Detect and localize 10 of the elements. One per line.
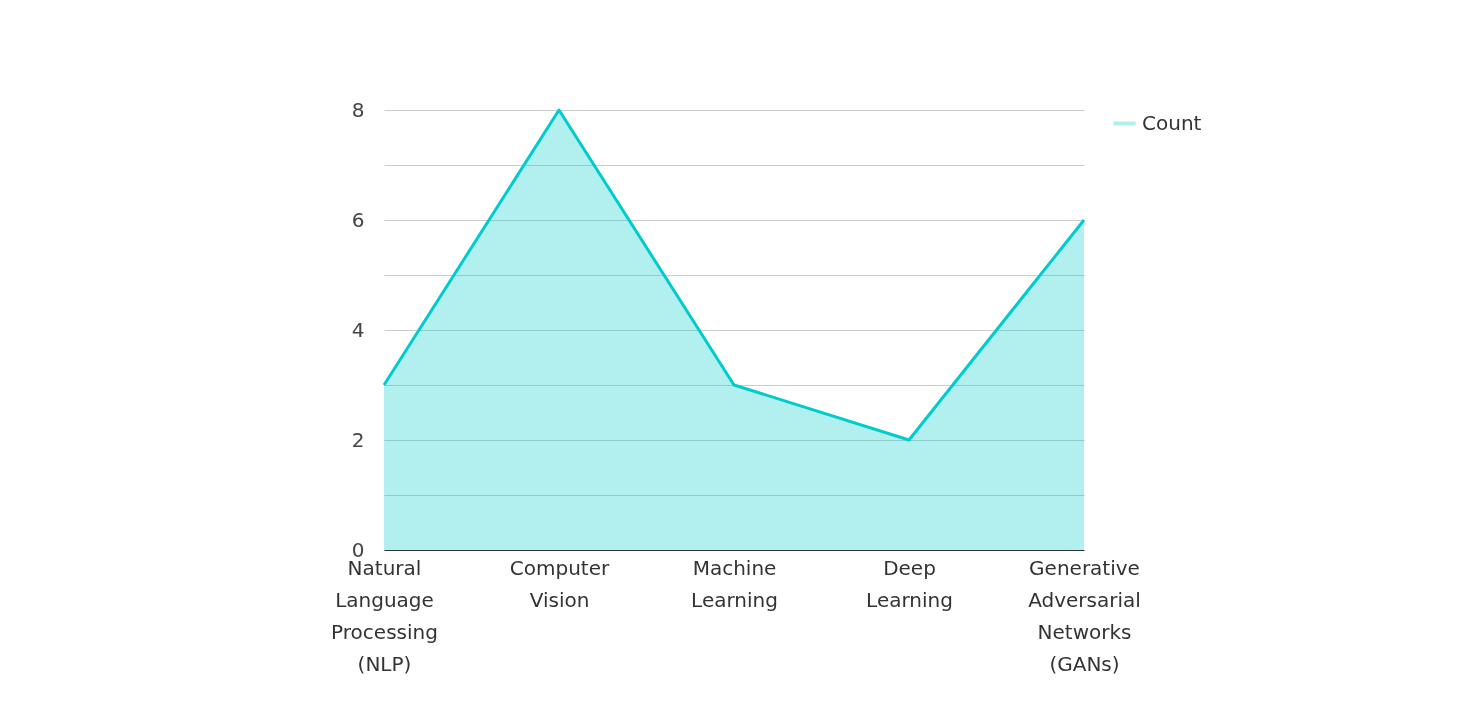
x-tick-label: Computer Vision <box>509 555 610 612</box>
y-tick-label: 6 <box>351 207 365 232</box>
y-tick-label: 0 <box>351 537 365 562</box>
y-tick-label: 8 <box>351 97 365 122</box>
x-tick-label: Deep Learning <box>866 555 953 612</box>
legend-label: Count <box>1142 110 1202 135</box>
x-tick-label: Machine Learning <box>691 555 778 612</box>
y-tick-label: 2 <box>351 427 365 452</box>
y-tick-label: 4 <box>351 317 365 342</box>
x-tick-label: Generative Adversarial Networks (GANs) <box>1028 555 1141 676</box>
